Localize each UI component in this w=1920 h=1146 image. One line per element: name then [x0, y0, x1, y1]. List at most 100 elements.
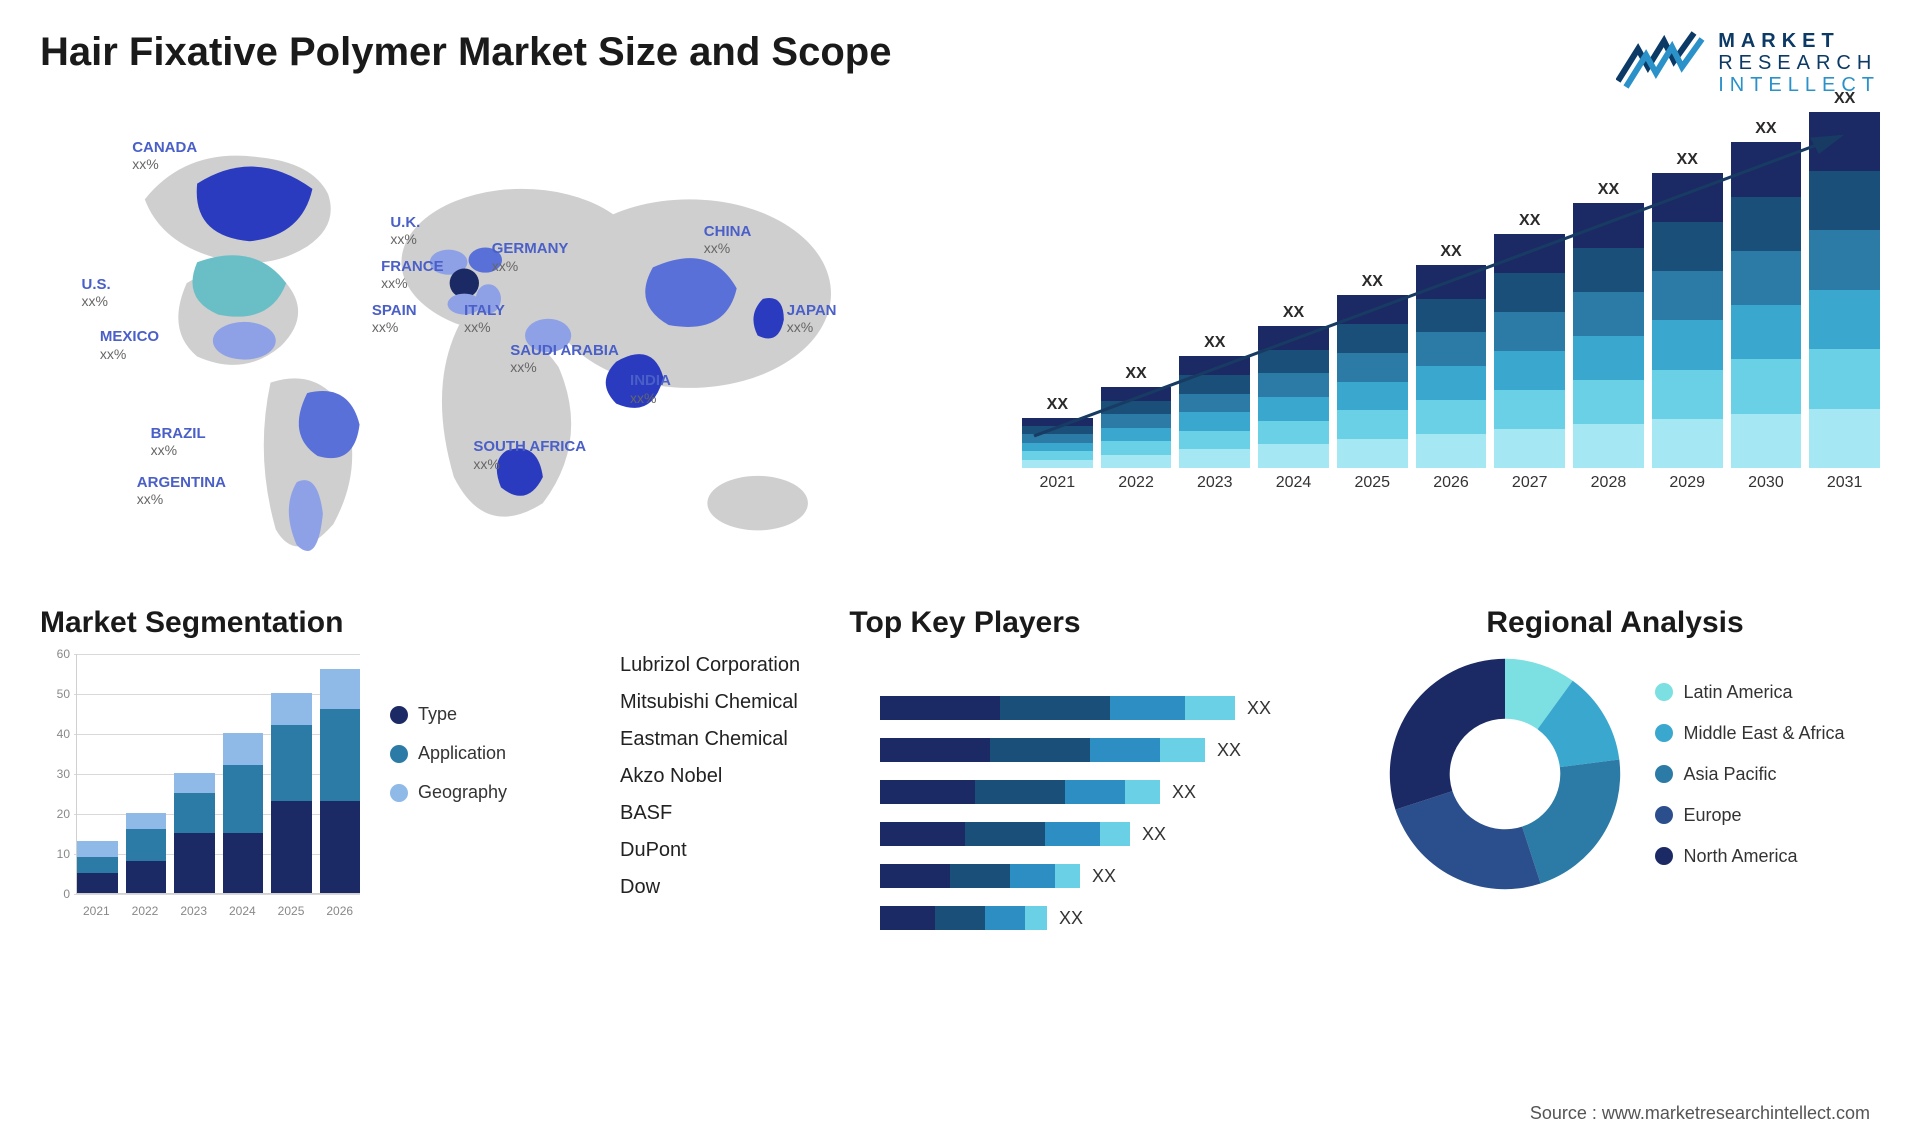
growth-year-label: 2028 [1591, 474, 1627, 492]
player-name: Akzo Nobel [620, 765, 850, 788]
players-names: Lubrizol Corporation Mitsubishi Chemical E… [620, 654, 850, 932]
map-label: INDIAxx% [630, 372, 671, 405]
logo: MARKET RESEARCH INTELLECT [1616, 30, 1880, 96]
player-name: Eastman Chemical [620, 728, 850, 751]
players-bars-chart: XXXXXXXXXXXX [880, 654, 1310, 932]
legend-swatch [1655, 847, 1673, 865]
map-label: SPAINxx% [372, 302, 417, 335]
map-label: SAUDI ARABIAxx% [510, 342, 619, 375]
player-value-label: XX [1172, 782, 1196, 803]
growth-bar-label: XX [1677, 151, 1698, 169]
regional-title: Regional Analysis [1350, 606, 1880, 640]
legend-swatch [390, 745, 408, 763]
map-label: U.K.xx% [390, 214, 420, 247]
player-name: Lubrizol Corporation [620, 654, 850, 677]
growth-bar: XX 2028 [1573, 181, 1644, 492]
legend-item: Asia Pacific [1655, 764, 1844, 785]
segmentation-year-label: 2021 [76, 904, 117, 918]
donut-slice [1523, 760, 1621, 884]
legend-item: Application [390, 743, 507, 764]
player-name: Mitsubishi Chemical [620, 691, 850, 714]
legend-label: Application [418, 743, 506, 764]
regional-donut [1385, 654, 1625, 894]
logo-text-2: RESEARCH [1718, 52, 1880, 74]
legend-swatch [390, 784, 408, 802]
growth-bar: XX2030 [1731, 120, 1802, 492]
growth-bar: XX 2025 [1337, 273, 1408, 492]
legend-item: Type [390, 704, 507, 725]
growth-year-label: 2027 [1512, 474, 1548, 492]
segmentation-bar [320, 669, 361, 893]
segmentation-bar [271, 693, 312, 893]
page-title: Hair Fixative Polymer Market Size and Sc… [40, 30, 891, 75]
growth-bar: XX 2029 [1652, 151, 1723, 492]
growth-year-label: 2031 [1827, 474, 1863, 492]
map-label: ITALYxx% [464, 302, 505, 335]
legend-item: Middle East & Africa [1655, 723, 1844, 744]
source-text: Source : www.marketresearchintellect.com [1530, 1103, 1870, 1124]
segmentation-bar [126, 813, 167, 893]
player-name: DuPont [620, 839, 850, 862]
map-label: CANADAxx% [132, 139, 197, 172]
legend-item: Europe [1655, 805, 1844, 826]
segmentation-bar [174, 773, 215, 893]
y-axis-tick: 50 [57, 687, 70, 701]
growth-bar: XX 2031 [1809, 90, 1880, 492]
growth-bar: XX2021 [1022, 396, 1093, 492]
world-map: CANADAxx%U.S.xx%MEXICOxx%BRAZILxx%ARGENT… [40, 126, 962, 566]
growth-year-label: 2021 [1040, 474, 1076, 492]
y-axis-tick: 0 [63, 887, 70, 901]
growth-bar-label: XX [1204, 334, 1225, 352]
legend-swatch [390, 706, 408, 724]
growth-bar: XX2026 [1416, 243, 1487, 492]
player-bar-row: XX [880, 694, 1310, 722]
player-bar-row: XX [880, 778, 1310, 806]
donut-slice [1396, 791, 1541, 889]
growth-bar-label: XX [1519, 212, 1540, 230]
growth-bar-label: XX [1283, 304, 1304, 322]
growth-bar-label: XX [1598, 181, 1619, 199]
segmentation-bar [77, 841, 118, 893]
legend-swatch [1655, 683, 1673, 701]
growth-year-label: 2029 [1669, 474, 1705, 492]
legend-label: Geography [418, 782, 507, 803]
segmentation-year-label: 2024 [222, 904, 263, 918]
growth-bar: XX 2024 [1258, 304, 1329, 492]
segmentation-year-label: 2023 [173, 904, 214, 918]
growth-year-label: 2025 [1354, 474, 1390, 492]
logo-mark-icon [1616, 31, 1706, 96]
legend-label: Middle East & Africa [1683, 723, 1844, 744]
growth-bar-label: XX [1362, 273, 1383, 291]
growth-year-label: 2026 [1433, 474, 1469, 492]
map-label: CHINAxx% [704, 223, 752, 256]
player-bar-row: XX [880, 820, 1310, 848]
growth-bar: XX 2023 [1179, 334, 1250, 492]
growth-bar-label: XX [1125, 365, 1146, 383]
player-value-label: XX [1247, 698, 1271, 719]
map-label: BRAZILxx% [151, 425, 206, 458]
player-name: BASF [620, 802, 850, 825]
growth-year-label: 2023 [1197, 474, 1233, 492]
growth-year-label: 2024 [1276, 474, 1312, 492]
player-value-label: XX [1092, 866, 1116, 887]
growth-bar-label: XX [1834, 90, 1855, 108]
y-axis-tick: 10 [57, 847, 70, 861]
legend-swatch [1655, 724, 1673, 742]
legend-item: Geography [390, 782, 507, 803]
map-label: GERMANYxx% [492, 240, 569, 273]
map-label: ARGENTINAxx% [137, 474, 226, 507]
player-name: Dow [620, 876, 850, 899]
segmentation-year-label: 2025 [271, 904, 312, 918]
legend-label: Latin America [1683, 682, 1792, 703]
growth-chart: XX2021XX2022XX2023XX2024XX2025XX2026XX20… [1002, 126, 1880, 566]
legend-label: Asia Pacific [1683, 764, 1776, 785]
segmentation-legend: Type Application Geography [390, 654, 507, 934]
y-axis-tick: 60 [57, 647, 70, 661]
legend-label: North America [1683, 846, 1797, 867]
map-label: FRANCExx% [381, 258, 444, 291]
player-value-label: XX [1217, 740, 1241, 761]
map-label: SOUTH AFRICAxx% [473, 438, 586, 471]
growth-bar: XX2022 [1101, 365, 1172, 492]
legend-swatch [1655, 806, 1673, 824]
segmentation-bar [223, 733, 264, 893]
